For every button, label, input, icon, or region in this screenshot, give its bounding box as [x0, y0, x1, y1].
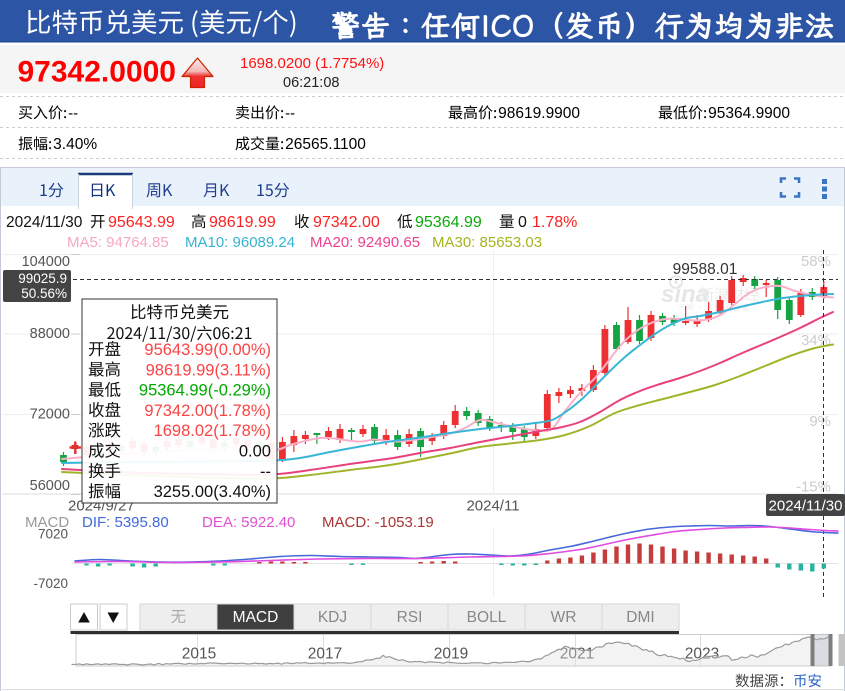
- svg-text:MACD: MACD: [25, 514, 69, 531]
- svg-text:06:21:08: 06:21:08: [283, 75, 339, 91]
- svg-text:98619.9900: 98619.9900: [498, 105, 580, 122]
- svg-text:95643.99(0.00%): 95643.99(0.00%): [144, 341, 271, 359]
- svg-text:3.40%: 3.40%: [53, 136, 97, 153]
- svg-text:MA30: 85653.03: MA30: 85653.03: [432, 234, 542, 251]
- svg-text:2019: 2019: [434, 646, 468, 663]
- svg-text:KDJ: KDJ: [318, 609, 347, 626]
- svg-text:MA20: 92490.65: MA20: 92490.65: [310, 234, 420, 251]
- svg-text:2023: 2023: [685, 646, 719, 663]
- svg-text:2024/11: 2024/11: [466, 498, 519, 515]
- svg-text:WR: WR: [551, 609, 577, 626]
- svg-text:95364.9900: 95364.9900: [708, 105, 790, 122]
- svg-text:99588.01: 99588.01: [673, 261, 738, 278]
- svg-text:2017: 2017: [308, 646, 342, 663]
- svg-text:MA10: 96089.24: MA10: 96089.24: [185, 234, 295, 251]
- svg-text:2024/11/30: 2024/11/30: [6, 214, 83, 231]
- svg-text:MA5: 94764.85: MA5: 94764.85: [67, 234, 169, 251]
- svg-text:99025.9: 99025.9: [18, 271, 67, 286]
- svg-text:1698.02(1.78%): 1698.02(1.78%): [154, 422, 271, 440]
- svg-text:-15%: -15%: [796, 479, 831, 496]
- svg-text:sina: sina: [661, 281, 709, 308]
- svg-text:98619.99(3.11%): 98619.99(3.11%): [146, 361, 271, 379]
- svg-text:--: --: [285, 105, 295, 122]
- svg-text:95364.99(-0.29%): 95364.99(-0.29%): [139, 382, 271, 400]
- svg-text:1698.0200 (1.7754%): 1698.0200 (1.7754%): [240, 55, 384, 72]
- svg-text:88000: 88000: [30, 326, 70, 342]
- svg-text:26565.1100: 26565.1100: [285, 136, 366, 153]
- svg-text:RSI: RSI: [397, 609, 423, 626]
- svg-text:-7020: -7020: [33, 576, 68, 591]
- svg-text:2024/11/30: 2024/11/30: [769, 498, 843, 515]
- svg-text:--: --: [260, 463, 271, 481]
- svg-text:97342.00: 97342.00: [313, 214, 380, 231]
- svg-text:DEA: 5922.40: DEA: 5922.40: [202, 514, 295, 531]
- svg-text:1.78%: 1.78%: [532, 214, 577, 231]
- svg-text:72000: 72000: [30, 407, 70, 423]
- svg-text:50.56%: 50.56%: [21, 286, 67, 301]
- svg-text:--: --: [68, 105, 78, 122]
- svg-text:98619.99: 98619.99: [209, 214, 276, 231]
- svg-text:DMI: DMI: [626, 609, 654, 626]
- svg-text:95364.99: 95364.99: [415, 214, 482, 231]
- svg-text:97342.00(1.78%): 97342.00(1.78%): [144, 402, 271, 420]
- svg-text:58%: 58%: [801, 253, 831, 270]
- svg-text:104000: 104000: [22, 254, 70, 270]
- svg-text:7020: 7020: [38, 527, 68, 542]
- svg-text:97342.0000: 97342.0000: [18, 56, 177, 89]
- svg-text:0: 0: [518, 214, 527, 231]
- svg-text:3255.00(3.40%): 3255.00(3.40%): [154, 483, 271, 501]
- svg-text:MACD: -1053.19: MACD: -1053.19: [322, 514, 434, 531]
- svg-text:56000: 56000: [30, 478, 70, 494]
- svg-text:DIF: 5395.80: DIF: 5395.80: [82, 514, 169, 531]
- svg-text:2015: 2015: [182, 646, 216, 663]
- svg-text:0.00: 0.00: [239, 443, 271, 461]
- svg-text:9%: 9%: [809, 413, 831, 430]
- svg-text:MACD: MACD: [233, 609, 279, 626]
- svg-text:95643.99: 95643.99: [108, 214, 175, 231]
- svg-text:BOLL: BOLL: [467, 609, 507, 626]
